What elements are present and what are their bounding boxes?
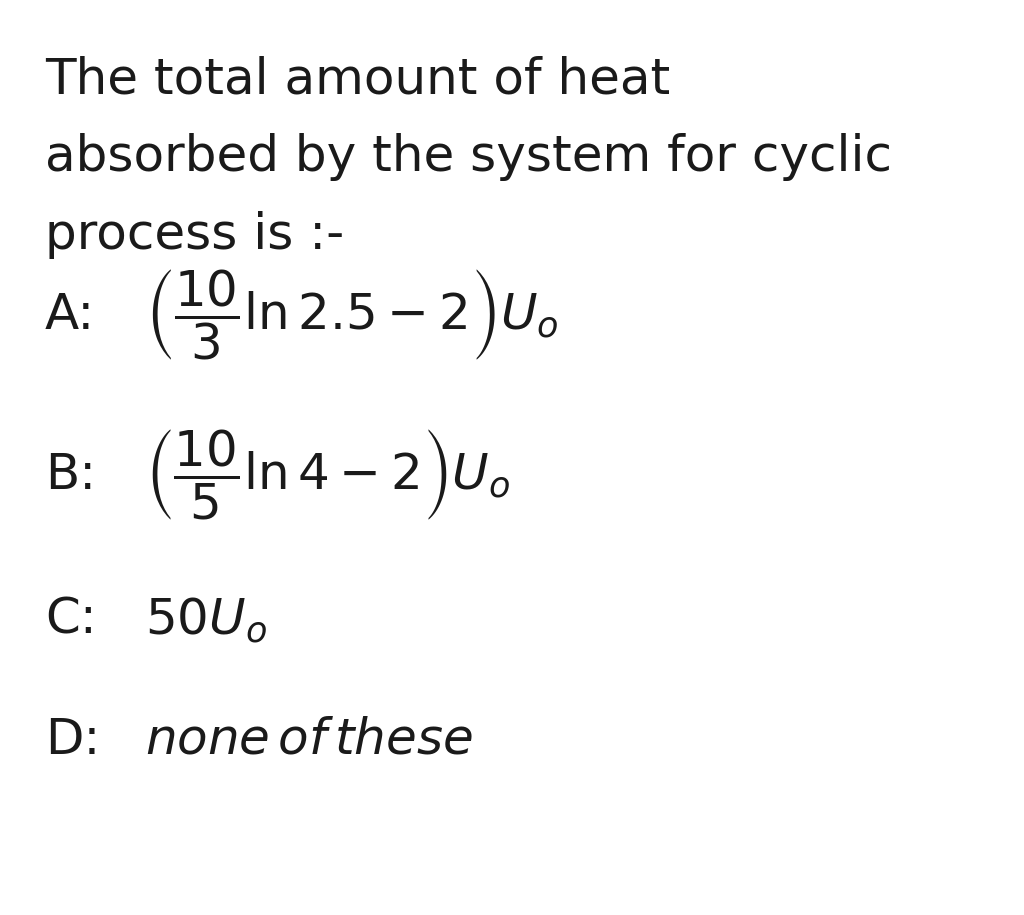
Text: $50U_o$: $50U_o$	[145, 596, 267, 645]
Text: $\left(\dfrac{10}{3}\ln 2.5 - 2\right)U_o$: $\left(\dfrac{10}{3}\ln 2.5 - 2\right)U_…	[145, 267, 559, 362]
Text: process is :-: process is :-	[45, 211, 344, 259]
Text: B:: B:	[45, 451, 96, 499]
Text: $\left(\dfrac{10}{5}\ln 4 - 2\right)U_o$: $\left(\dfrac{10}{5}\ln 4 - 2\right)U_o$	[145, 428, 510, 522]
Text: D:: D:	[45, 716, 100, 764]
Text: $\mathit{none\/of\/these}$: $\mathit{none\/of\/these}$	[145, 716, 473, 764]
Text: absorbed by the system for cyclic: absorbed by the system for cyclic	[45, 133, 892, 181]
Text: A:: A:	[45, 291, 95, 339]
Text: C:: C:	[45, 596, 96, 644]
Text: The total amount of heat: The total amount of heat	[45, 55, 671, 103]
